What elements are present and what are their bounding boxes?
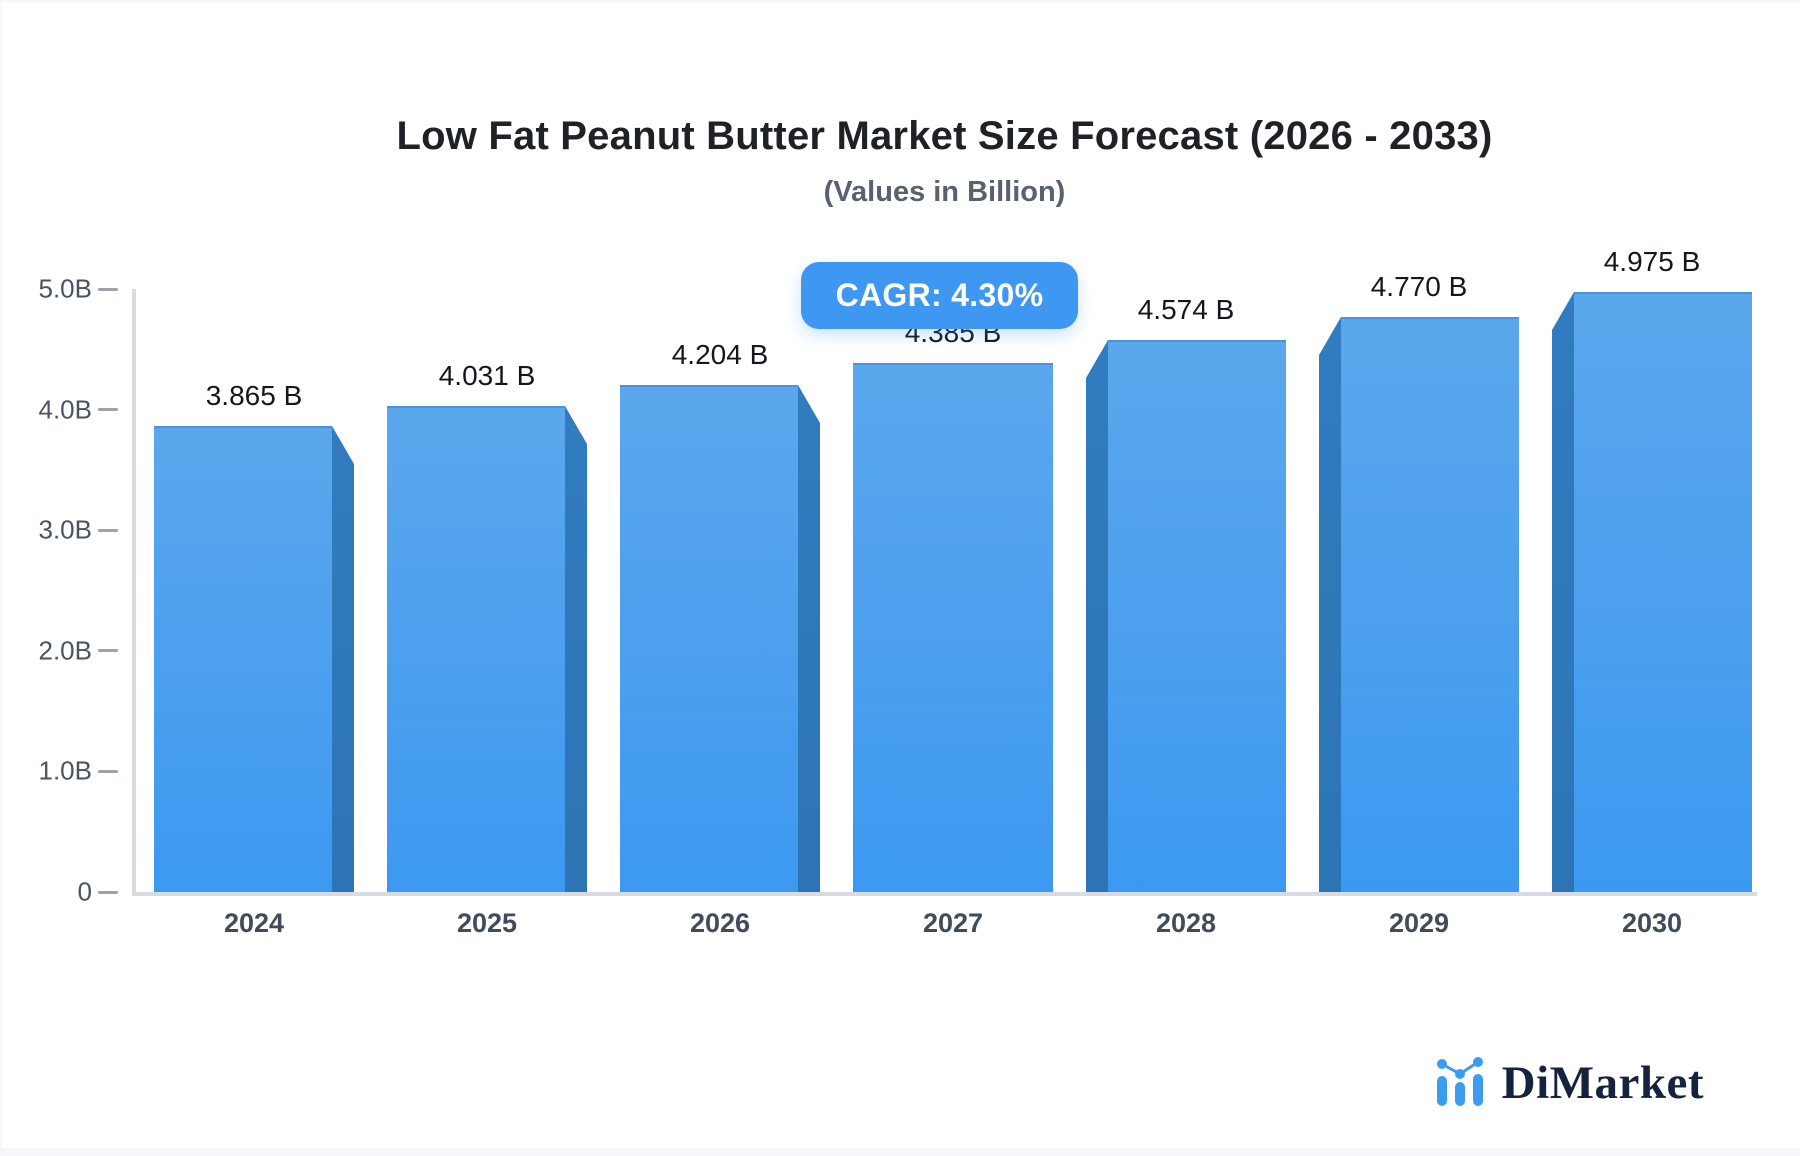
bar-body[interactable]	[1108, 340, 1286, 892]
bar-value-label: 4.770 B	[1370, 271, 1468, 302]
bar-body[interactable]	[1341, 317, 1519, 892]
bar-2029[interactable]: 4.770 B 2029	[1319, 271, 1519, 938]
bar-body[interactable]	[620, 385, 798, 892]
title-wrap: Low Fat Peanut Butter Market Size Foreca…	[132, 114, 1757, 159]
bar-body[interactable]	[1574, 292, 1752, 892]
page-title: Low Fat Peanut Butter Market Size Foreca…	[396, 114, 1493, 158]
y-tick-label: 3.0B	[38, 514, 93, 545]
bar-value-label: 4.031 B	[438, 360, 536, 391]
bar-2027[interactable]: 4.385 B 2027	[853, 289, 1053, 938]
x-axis-line	[132, 892, 1757, 896]
bar-value-label: 4.574 B	[1137, 294, 1235, 325]
x-axis-label: 2027	[922, 908, 984, 938]
y-tick-label: 1.0B	[38, 755, 93, 786]
x-axis-label: 2028	[1155, 908, 1217, 938]
mini-bar-line-chart-logo-icon	[1434, 1057, 1488, 1109]
y-tick-mark	[98, 649, 118, 653]
bar-body[interactable]	[387, 406, 565, 892]
y-tick-label: 4.0B	[38, 394, 93, 425]
bar-2024[interactable]: 3.865 B 2024	[154, 289, 354, 938]
bar-3d-side	[1086, 340, 1108, 892]
y-tick-mark	[98, 287, 118, 291]
bar-2030[interactable]: 4.975 B 2030	[1552, 246, 1752, 938]
y-tick-mark	[98, 890, 118, 894]
bar-value-label: 4.975 B	[1603, 246, 1701, 277]
brand-name: DiMarket	[1501, 1057, 1704, 1109]
x-axis-label: 2030	[1621, 908, 1683, 938]
bar-3d-side	[798, 385, 820, 892]
bar-body[interactable]	[853, 363, 1053, 892]
brand-logo: DiMarket	[1434, 1056, 1704, 1110]
bar-3d-side	[565, 406, 587, 892]
bar-body[interactable]	[154, 426, 332, 892]
bar-chart: 0 1.0B 2.0B 3.0B 4.0B 5.0B 3.865 B 2024 4.031 B…	[39, 246, 1757, 938]
bar-value-label: 3.865 B	[205, 380, 303, 411]
bar-2025[interactable]: 4.031 B 2025	[387, 289, 587, 938]
y-tick-mark	[98, 408, 118, 412]
x-axis-label: 2026	[689, 908, 751, 938]
bar-value-label: 4.204 B	[671, 339, 769, 370]
bar-3d-side	[1552, 292, 1574, 892]
bar-2026[interactable]: 4.204 B 2026	[620, 289, 820, 938]
y-tick-label: 5.0B	[38, 273, 93, 304]
bar-3d-side	[1319, 317, 1341, 892]
x-axis-label: 2024	[223, 908, 285, 938]
y-tick-label: 2.0B	[38, 635, 93, 666]
y-tick-mark	[98, 769, 118, 773]
cagr-badge-label: CAGR: 4.30%	[835, 277, 1044, 313]
bar-2028[interactable]: 4.574 B 2028	[1086, 289, 1286, 938]
page-subtitle: (Values in Billion)	[823, 176, 1066, 208]
y-tick-mark	[98, 528, 118, 532]
bar-3d-side	[332, 426, 354, 892]
y-tick-label: 0	[77, 876, 92, 907]
cagr-badge: CAGR: 4.30%	[801, 262, 1078, 329]
bars-row: 3.865 B 2024 4.031 B 2025 4.204 B 2026 4.385 B…	[154, 246, 1752, 938]
x-axis-label: 2025	[456, 908, 518, 938]
x-axis-label: 2029	[1388, 908, 1450, 938]
y-axis-line	[132, 289, 136, 892]
